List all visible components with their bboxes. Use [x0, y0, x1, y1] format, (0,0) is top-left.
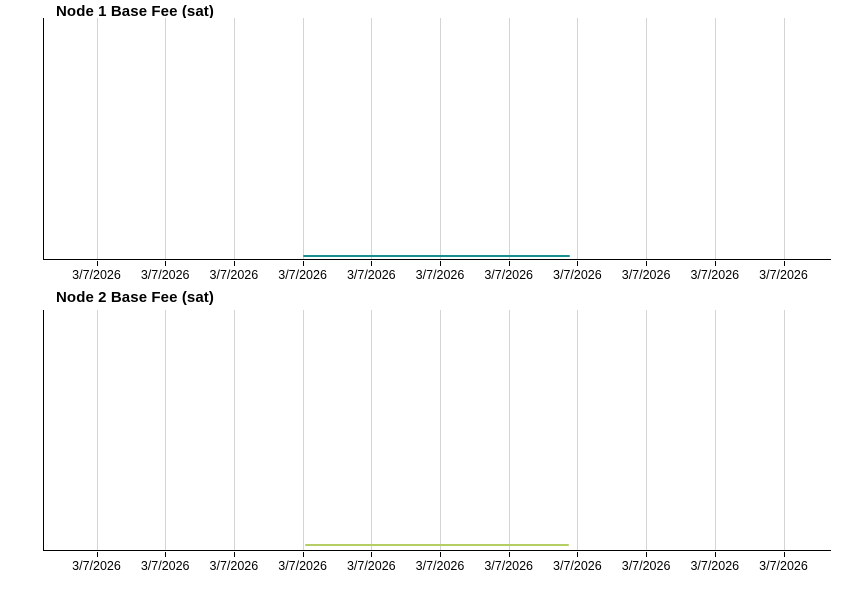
x-tick-label: 3/7/2026	[759, 268, 808, 282]
x-axis-tick	[302, 260, 304, 266]
gridline	[508, 18, 510, 259]
x-tick-label: 3/7/2026	[553, 559, 602, 573]
x-axis-tick	[165, 260, 167, 266]
x-tick-label: 3/7/2026	[415, 559, 465, 573]
gridline	[302, 310, 304, 550]
x-axis-tick	[302, 551, 304, 557]
x-tick-label: 3/7/2026	[484, 268, 534, 282]
x-axis-tick	[577, 260, 579, 266]
x-tick-label: 3/7/2026	[553, 268, 602, 282]
x-axis-tick	[96, 260, 98, 266]
x-tick-label: 3/7/2026	[140, 559, 190, 573]
plot-area-node-1: 3/7/2026 3/7/2026 3/7/2026 3/7/2026 3/7/2026…	[43, 18, 831, 282]
x-axis-tick	[783, 551, 785, 557]
x-tick-label: 3/7/2026	[759, 559, 808, 573]
x-tick-label: 3/7/2026	[209, 268, 259, 282]
gridline	[233, 310, 235, 550]
x-axis-tick	[714, 260, 716, 266]
gridline	[577, 310, 579, 550]
x-tick-label: 3/7/2026	[621, 559, 671, 573]
gridline	[440, 18, 441, 259]
x-tick-label: 3/7/2026	[690, 559, 740, 573]
x-tick-label: 3/7/2026	[484, 559, 534, 573]
gridline	[302, 18, 304, 259]
x-tick-label: 3/7/2026	[209, 559, 259, 573]
gridline	[783, 310, 785, 550]
x-tick-label: 3/7/2026	[72, 268, 121, 282]
x-axis-tick	[646, 551, 648, 557]
x-axis-tick	[440, 551, 441, 557]
x-tick-label: 3/7/2026	[621, 268, 671, 282]
gridline	[371, 310, 373, 550]
x-tick-label: 3/7/2026	[415, 268, 465, 282]
fee-series-line	[302, 254, 570, 258]
gridline	[646, 310, 648, 550]
x-tick-label: 3/7/2026	[346, 268, 396, 282]
x-axis-tick	[508, 260, 510, 266]
fee-series-line	[304, 543, 570, 547]
x-axis-tick	[646, 260, 648, 266]
x-axis-tick	[96, 551, 98, 557]
chart-title-node-1: Node 1 Base Fee (sat)	[56, 3, 214, 20]
plot-area-node-2: 3/7/2026 3/7/2026 3/7/2026 3/7/2026 3/7/2026…	[43, 310, 831, 573]
x-axis-tick	[508, 551, 510, 557]
gridline	[165, 18, 167, 259]
x-axis-tick	[440, 260, 441, 266]
gridline	[165, 310, 167, 550]
x-axis-tick	[165, 551, 167, 557]
x-axis-tick	[371, 551, 373, 557]
x-tick-label: 3/7/2026	[278, 559, 327, 573]
gridline	[508, 310, 510, 550]
x-axis-tick	[233, 551, 235, 557]
x-axis-tick	[233, 260, 235, 266]
x-tick-label: 3/7/2026	[72, 559, 121, 573]
gridline	[233, 18, 235, 259]
x-tick-label: 3/7/2026	[140, 268, 190, 282]
gridline	[96, 18, 98, 259]
gridline	[371, 18, 373, 259]
x-tick-label: 3/7/2026	[690, 268, 740, 282]
x-axis-tick	[577, 551, 579, 557]
gridline	[577, 18, 579, 259]
gridline	[440, 310, 441, 550]
gridline	[96, 310, 98, 550]
x-tick-label: 3/7/2026	[346, 559, 396, 573]
x-axis-tick	[371, 260, 373, 266]
gridline	[714, 310, 716, 550]
x-tick-label: 3/7/2026	[278, 268, 327, 282]
chart-title-node-2: Node 2 Base Fee (sat)	[56, 289, 214, 306]
gridline	[714, 18, 716, 259]
gridline	[783, 18, 785, 259]
x-axis-tick	[783, 260, 785, 266]
x-axis-tick	[714, 551, 716, 557]
gridline	[646, 18, 648, 259]
